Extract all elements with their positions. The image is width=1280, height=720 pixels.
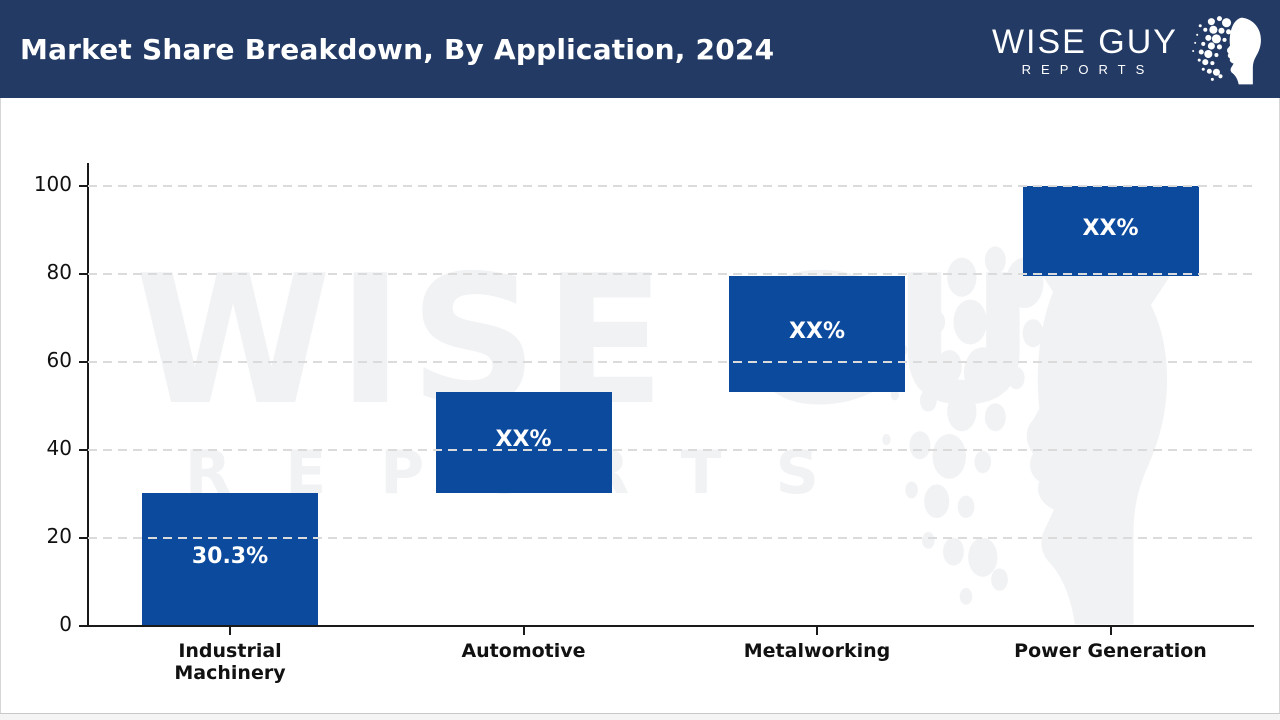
x-category-label: Industrial Machinery bbox=[174, 640, 286, 684]
bar-industrial-machinery bbox=[142, 492, 318, 626]
brand-sub: REPORTS bbox=[1021, 61, 1155, 77]
watermark-head-icon bbox=[832, 238, 1188, 630]
y-axis-line bbox=[87, 163, 89, 627]
x-category-label: Automotive bbox=[461, 640, 586, 662]
y-tick-mark bbox=[79, 185, 88, 187]
y-tick-mark bbox=[79, 361, 88, 363]
y-tick-label: 60 bbox=[46, 348, 72, 372]
y-tick-mark bbox=[79, 537, 88, 539]
page-title: Market Share Breakdown, By Application, … bbox=[20, 32, 775, 66]
brand-logo: WISE GUY REPORTS bbox=[992, 8, 1266, 92]
y-tick-label: 100 bbox=[33, 172, 72, 196]
x-category-label: Power Generation bbox=[1014, 640, 1207, 662]
y-tick-label: 80 bbox=[46, 260, 72, 284]
x-category-label: Metalworking bbox=[743, 640, 891, 662]
brand-head-icon bbox=[1180, 14, 1266, 86]
x-tick-mark bbox=[816, 626, 818, 635]
brand-text: WISE GUY REPORTS bbox=[992, 24, 1178, 77]
brand-name: WISE GUY bbox=[991, 22, 1178, 61]
x-tick-mark bbox=[522, 626, 525, 635]
grid-line bbox=[88, 185, 1254, 187]
y-tick-mark bbox=[79, 625, 88, 627]
y-tick-mark bbox=[79, 273, 88, 275]
y-tick-mark bbox=[79, 449, 88, 451]
bottom-border bbox=[0, 713, 1280, 720]
header: Market Share Breakdown, By Application, … bbox=[0, 0, 1280, 98]
y-tick-label: 20 bbox=[46, 524, 72, 548]
y-tick-label: 40 bbox=[46, 436, 72, 460]
x-tick-mark bbox=[229, 626, 231, 635]
y-tick-label: 0 bbox=[59, 612, 72, 636]
bar-label-industrial-machinery: 30.3% bbox=[191, 544, 269, 570]
